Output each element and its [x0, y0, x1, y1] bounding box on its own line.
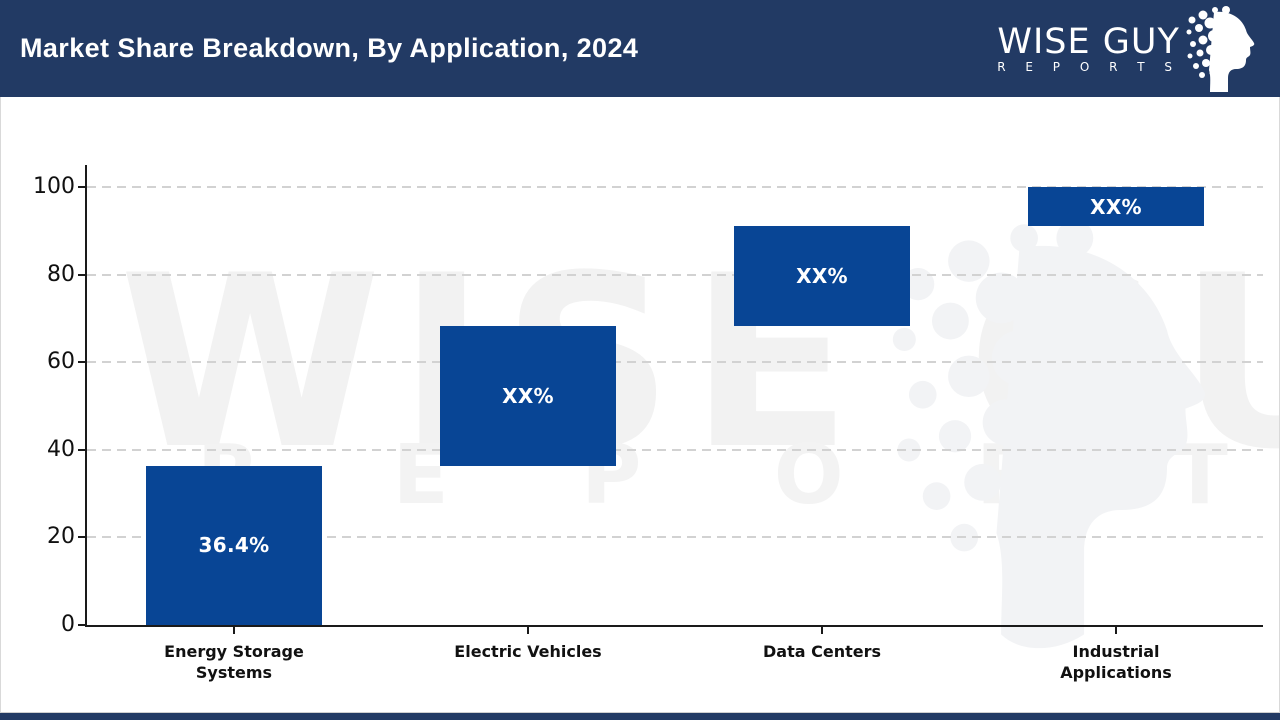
watermark-head-icon: [892, 219, 1206, 649]
y-tick-label: 40: [47, 436, 75, 462]
y-axis-line: [85, 165, 87, 627]
logo-wordmark: WISE GUY: [997, 21, 1180, 62]
y-tick-mark: [78, 273, 86, 276]
chart-canvas: WISE GUY R E P O R T S 02040608010036.4%…: [0, 97, 1280, 713]
x-tick-mark: [821, 627, 823, 634]
gridline-60: [87, 361, 1263, 364]
x-category-label: Industrial Applications: [1060, 642, 1172, 682]
y-tick-label: 100: [33, 174, 75, 199]
y-tick-mark: [78, 624, 86, 626]
bar-value-label: XX%: [1090, 194, 1142, 219]
y-tick-mark: [78, 361, 86, 364]
x-category-label: Energy Storage Systems: [164, 642, 304, 682]
bar-2: XX%: [439, 326, 617, 466]
y-tick-label: 80: [47, 261, 75, 287]
bar-4: XX%: [1027, 187, 1205, 227]
bar-3: XX%: [733, 226, 911, 327]
y-tick-label: 60: [47, 349, 75, 375]
y-tick-mark: [78, 448, 86, 451]
x-axis-line: [85, 625, 1263, 627]
x-tick-mark: [1115, 627, 1117, 634]
y-tick-label: 20: [47, 524, 75, 550]
y-tick-mark: [78, 536, 86, 539]
footer-accent-bar: [0, 713, 1280, 720]
gridline-80: [87, 273, 1263, 276]
dotted-head-profile-icon: [1186, 5, 1255, 92]
wise-guy-logo: WISE GUY R E P O R T S: [997, 5, 1262, 92]
logo-text: WISE GUY R E P O R T S: [997, 24, 1180, 74]
gridline-20: [87, 536, 1263, 539]
bar-value-label: XX%: [502, 383, 554, 408]
bar-value-label: XX%: [796, 264, 848, 289]
x-tick-mark: [233, 627, 235, 634]
x-category-label: Data Centers: [763, 642, 881, 661]
header-bar: Market Share Breakdown, By Application, …: [0, 0, 1280, 97]
y-tick-label: 0: [61, 612, 75, 637]
bar-1: 36.4%: [145, 465, 323, 625]
bar-value-label: 36.4%: [198, 533, 270, 558]
page-title: Market Share Breakdown, By Application, …: [20, 33, 639, 63]
y-tick-mark: [78, 186, 86, 188]
gridline-100: [87, 186, 1263, 188]
x-tick-mark: [527, 627, 529, 634]
gridline-40: [87, 448, 1263, 451]
x-category-label: Electric Vehicles: [454, 642, 602, 661]
logo-subtitle: R E P O R T S: [997, 59, 1180, 74]
